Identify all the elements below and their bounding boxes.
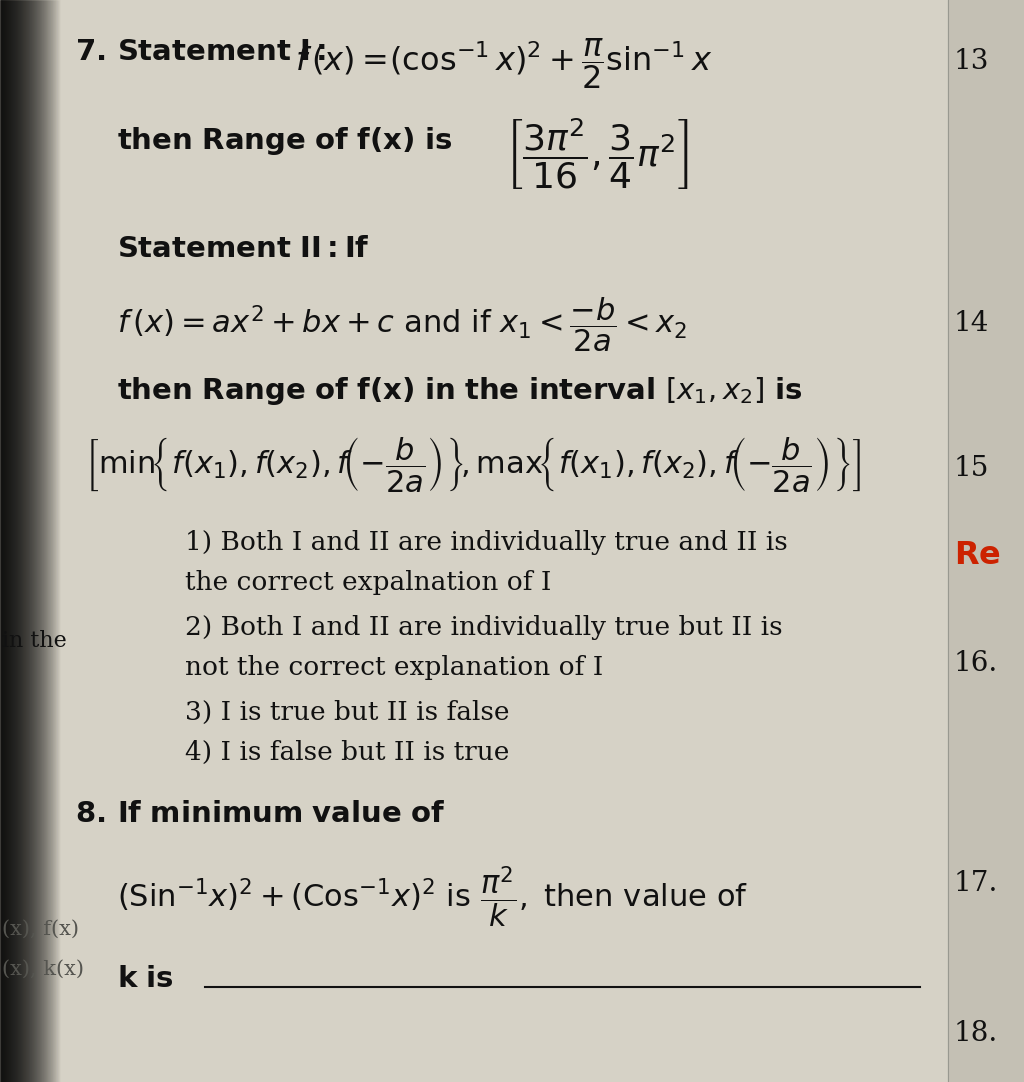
Text: $f\,(x)=\!\left(\cos^{-1}x\right)^{2}+\dfrac{\pi}{2}\sin^{-1}x$: $f\,(x)=\!\left(\cos^{-1}x\right)^{2}+\d… <box>295 36 713 91</box>
Text: $\mathbf{Statement\ I:}$: $\mathbf{Statement\ I:}$ <box>117 38 327 66</box>
Text: $f\,(x)=ax^2+bx+c\ \text{and if}\ x_1<\dfrac{-b}{2a}<x_2$: $f\,(x)=ax^2+bx+c\ \text{and if}\ x_1<\d… <box>117 295 687 354</box>
Text: in the: in the <box>2 630 67 652</box>
Text: $\mathbf{then\ Range\ of\ f(x)\ is}$: $\mathbf{then\ Range\ of\ f(x)\ is}$ <box>117 126 453 157</box>
Text: 16.: 16. <box>954 650 998 677</box>
Text: $\mathbf{k\ is}$: $\mathbf{k\ is}$ <box>117 965 174 993</box>
Text: $\mathbf{8.}$: $\mathbf{8.}$ <box>75 800 105 828</box>
Text: $\left[\min\!\left\{f(x_1),f(x_2),f\!\left(-\dfrac{b}{2a}\right)\right\}\!,\max\: $\left[\min\!\left\{f(x_1),f(x_2),f\!\le… <box>85 435 861 494</box>
Text: $\mathbf{7.}$: $\mathbf{7.}$ <box>75 38 105 66</box>
Bar <box>948 0 1024 1082</box>
Text: 3) I is true but II is false: 3) I is true but II is false <box>185 700 510 725</box>
Text: not the correct explanation of I: not the correct explanation of I <box>185 655 603 679</box>
Text: 1) Both I and II are individually true and II is: 1) Both I and II are individually true a… <box>185 530 787 555</box>
Text: the correct expalnation of I: the correct expalnation of I <box>185 570 551 595</box>
Text: 17.: 17. <box>954 870 998 897</box>
Text: 15: 15 <box>954 456 989 481</box>
Text: 13: 13 <box>954 48 989 75</box>
Text: $\mathbf{Re}$: $\mathbf{Re}$ <box>954 540 1000 571</box>
Text: (x), k(x): (x), k(x) <box>2 960 84 979</box>
Text: $\left(\mathrm{Sin}^{-1}x\right)^2+\left(\mathrm{Cos}^{-1}x\right)^2\ \mathrm{is: $\left(\mathrm{Sin}^{-1}x\right)^2+\left… <box>117 865 749 931</box>
Text: 4) I is false but II is true: 4) I is false but II is true <box>185 740 509 765</box>
Text: $\left[\dfrac{3\pi^2}{16},\dfrac{3}{4}\pi^2\right]$: $\left[\dfrac{3\pi^2}{16},\dfrac{3}{4}\p… <box>505 117 689 193</box>
Text: $\mathbf{Statement\ II : If}$: $\mathbf{Statement\ II : If}$ <box>117 235 370 263</box>
Text: (x), f(x): (x), f(x) <box>2 920 79 939</box>
Text: 2) Both I and II are individually true but II is: 2) Both I and II are individually true b… <box>185 615 782 639</box>
Text: 18.: 18. <box>954 1020 998 1047</box>
Text: 14: 14 <box>954 311 989 337</box>
Text: $\mathbf{If\ minimum\ value\ of}$: $\mathbf{If\ minimum\ value\ of}$ <box>117 800 445 828</box>
Text: $\mathbf{then\ Range\ of\ f(x)\ in\ the\ interval\ }[x_1,x_2]\ \mathbf{is}$: $\mathbf{then\ Range\ of\ f(x)\ in\ the\… <box>117 375 802 407</box>
